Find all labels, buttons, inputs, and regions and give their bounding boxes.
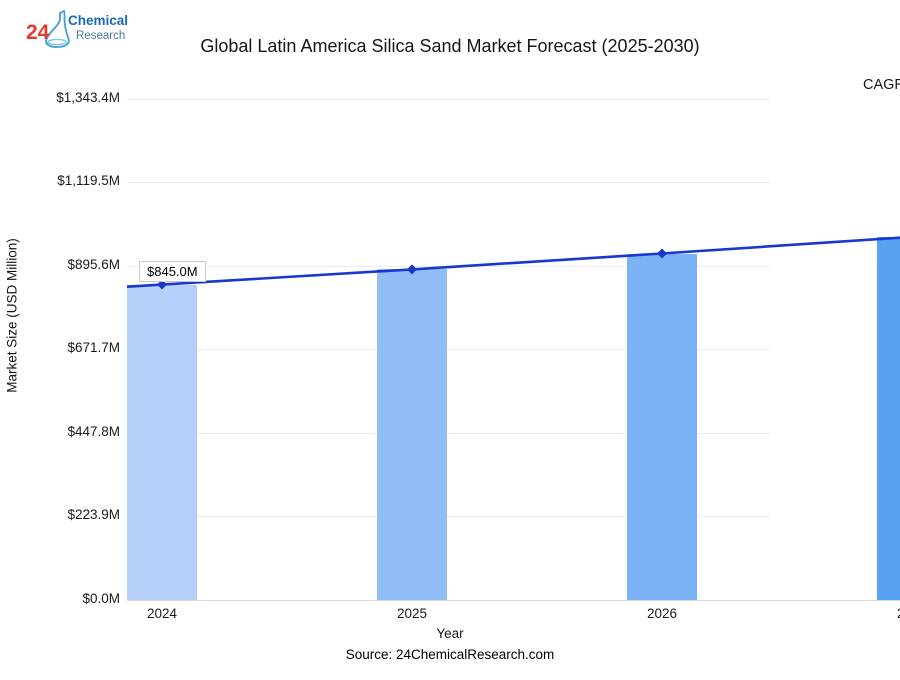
y-tick-label: $671.7M — [67, 340, 120, 356]
cagr-label: CAGR — [863, 77, 900, 93]
source-caption: Source: 24ChemicalResearch.com — [345, 647, 555, 662]
logo-text-chemical: Chemical — [68, 13, 128, 28]
data-point-label: $845.0M — [139, 260, 206, 282]
logo-number: 24 — [26, 21, 50, 44]
chart-title: Global Latin America Silica Sand Market … — [200, 36, 700, 56]
x-tick-label: 2026 — [646, 606, 678, 621]
y-tick-label: $0.0M — [82, 591, 120, 606]
bar-2027 — [877, 236, 900, 600]
x-tick-label: 2027 — [877, 606, 900, 621]
flask-icon — [45, 9, 70, 48]
y-tick-label: $1,119.5M — [57, 173, 120, 189]
x-axis-line — [127, 600, 900, 601]
gridline — [127, 98, 770, 100]
y-tick-label: $1,343.4M — [56, 89, 120, 105]
x-tick-label: 2025 — [396, 606, 428, 621]
x-tick-label: 2024 — [146, 606, 178, 621]
y-axis-title: Market Size (USD Million) — [4, 238, 20, 393]
gridline — [127, 432, 770, 434]
x-axis-title: Year — [436, 626, 464, 641]
company-logo: 24 Chemical Research — [26, 9, 128, 48]
y-tick-label: $895.6M — [67, 256, 120, 272]
gridline — [127, 182, 770, 184]
bar-2026 — [627, 253, 697, 600]
trend-line — [126, 236, 900, 288]
gridline — [127, 349, 770, 351]
bar-2024 — [127, 284, 197, 600]
logo-text-research: Research — [76, 30, 125, 42]
y-tick-label: $447.8M — [67, 423, 120, 439]
gridline — [127, 516, 770, 518]
bar-2025 — [377, 269, 447, 600]
y-tick-label: $223.9M — [67, 507, 120, 523]
